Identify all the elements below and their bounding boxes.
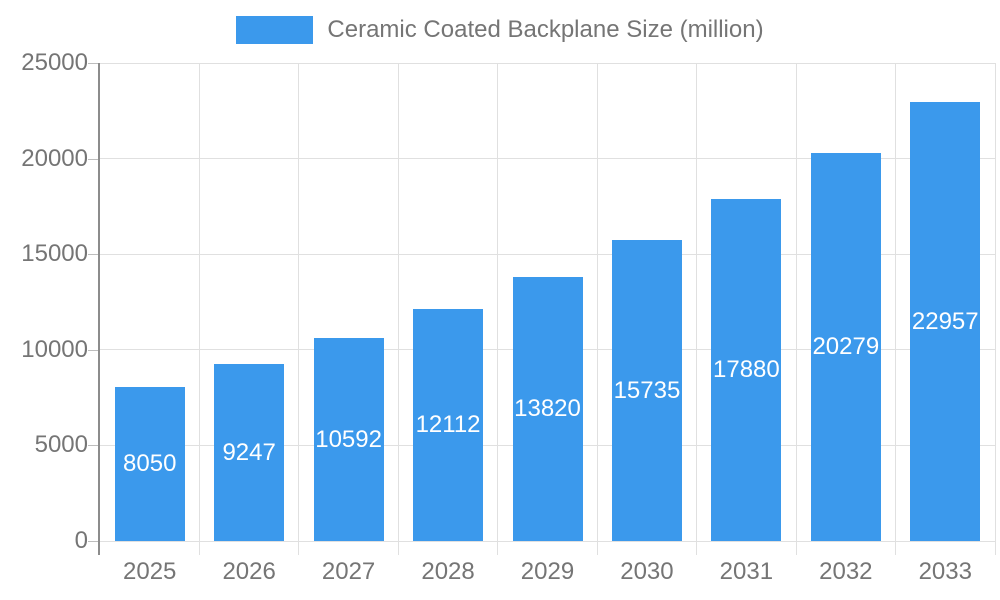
bar-value-label: 8050	[123, 450, 177, 478]
bar-value-label: 12112	[415, 411, 481, 439]
plot-area: 8050 9247 10592 12112 13820 15735 17880 20279 22…	[98, 63, 996, 555]
bar[interactable]: 15735	[611, 240, 682, 541]
category-separator	[497, 63, 499, 555]
legend-label: Ceramic Coated Backplane Size (million)	[327, 16, 764, 43]
y-tick	[88, 445, 98, 447]
x-tick-label: 2026	[222, 558, 276, 585]
bar-value-label: 17880	[713, 356, 780, 384]
bar-value-label: 22957	[911, 307, 979, 335]
gridline	[100, 63, 995, 64]
y-tick	[88, 349, 98, 351]
x-tick-label: 2027	[321, 558, 376, 585]
bar-value-label: 20279	[812, 333, 880, 361]
gridline	[100, 253, 995, 255]
chart-legend[interactable]: Ceramic Coated Backplane Size (million)	[0, 16, 1000, 44]
x-tick-label: 2025	[123, 558, 177, 585]
y-tick-label: 25000	[21, 49, 88, 76]
bar[interactable]: 20279	[810, 153, 881, 541]
y-tick	[88, 63, 98, 64]
category-separator	[298, 63, 300, 555]
bar-value-label: 15735	[613, 376, 681, 404]
category-separator	[895, 63, 897, 555]
x-tick-label: 2032	[819, 558, 873, 585]
category-separator	[696, 63, 698, 555]
x-tick-label: 2028	[421, 558, 475, 585]
x-tick-label: 2030	[620, 558, 674, 585]
category-separator	[596, 63, 598, 555]
bar[interactable]: 9247	[214, 364, 285, 541]
x-tick-label: 2033	[918, 558, 972, 585]
category-separator	[397, 63, 399, 555]
y-tick-label: 20000	[21, 144, 88, 172]
y-tick	[88, 541, 98, 542]
bar[interactable]: 13820	[512, 276, 583, 541]
bar[interactable]: 8050	[114, 387, 185, 541]
y-tick	[88, 254, 98, 256]
y-tick	[88, 158, 98, 160]
y-tick-label: 5000	[34, 431, 88, 459]
bar[interactable]: 22957	[910, 102, 981, 541]
category-separator	[994, 63, 996, 555]
bar[interactable]: 12112	[413, 309, 484, 541]
x-tick-label: 2031	[719, 558, 774, 585]
bar[interactable]: 17880	[711, 199, 782, 541]
legend-swatch-icon	[236, 16, 314, 44]
category-separator	[198, 63, 200, 555]
x-tick-label: 2029	[520, 558, 575, 585]
y-tick-label: 0	[74, 527, 88, 554]
bar-value-label: 9247	[222, 438, 276, 466]
bar-value-label: 13820	[514, 394, 581, 422]
bar[interactable]: 10592	[313, 338, 384, 541]
y-tick-label: 15000	[21, 240, 88, 268]
bar-value-label: 10592	[315, 425, 382, 453]
gridline	[100, 158, 995, 160]
y-tick-label: 10000	[21, 335, 88, 363]
category-separator	[795, 63, 797, 555]
y-axis-line	[98, 63, 100, 555]
